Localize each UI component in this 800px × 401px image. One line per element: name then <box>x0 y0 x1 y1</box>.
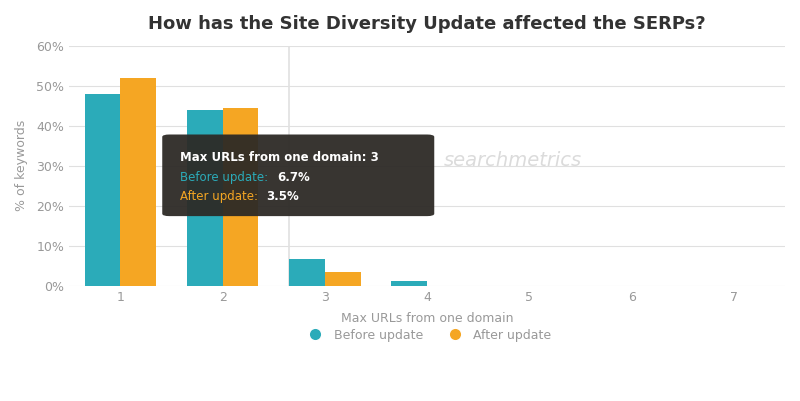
Y-axis label: % of keywords: % of keywords <box>15 120 28 211</box>
Bar <box>289 259 325 286</box>
Bar <box>120 78 156 286</box>
FancyBboxPatch shape <box>162 134 434 216</box>
Bar <box>325 272 361 286</box>
Text: 6.7%: 6.7% <box>277 170 310 184</box>
Legend: Before update, After update: Before update, After update <box>298 324 557 347</box>
Text: 3.5%: 3.5% <box>266 190 298 203</box>
Title: How has the Site Diversity Update affected the SERPs?: How has the Site Diversity Update affect… <box>148 15 706 33</box>
Text: searchmetrics: searchmetrics <box>444 152 582 170</box>
Bar <box>85 94 120 286</box>
Bar <box>186 110 222 286</box>
X-axis label: Max URLs from one domain: Max URLs from one domain <box>341 312 514 325</box>
Text: After update:: After update: <box>180 190 258 203</box>
Text: Max URLs from one domain: 3: Max URLs from one domain: 3 <box>180 151 379 164</box>
Text: Before update:: Before update: <box>180 170 268 184</box>
Bar <box>222 108 258 286</box>
Bar <box>391 281 427 286</box>
